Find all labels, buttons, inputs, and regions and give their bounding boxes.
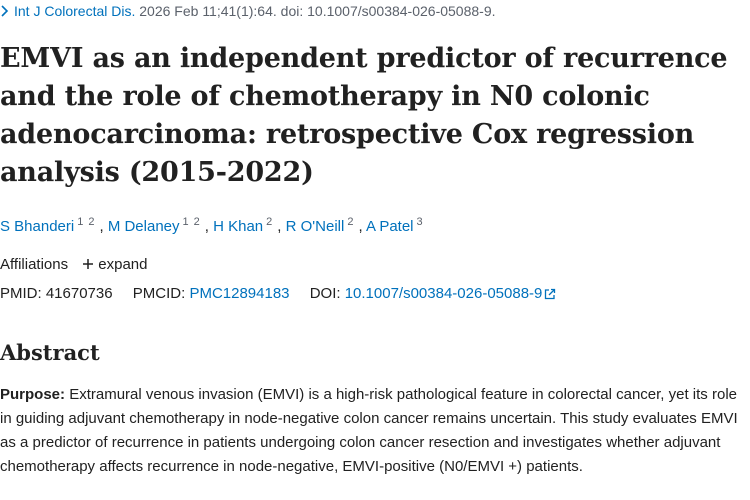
article-title: EMVI as an independent predictor of recu… bbox=[0, 43, 728, 188]
citation: Int J Colorectal Dis. 2026 Feb 11;41(1):… bbox=[0, 3, 496, 19]
pmcid-link[interactable]: PMC12894183 bbox=[189, 285, 290, 302]
affiliation-number: 3 bbox=[416, 216, 423, 228]
author-separator: , bbox=[277, 218, 282, 235]
citation-details: 2026 Feb 11;41(1):64. doi: 10.1007/s0038… bbox=[139, 3, 496, 19]
author-affiliations: 2 bbox=[266, 216, 277, 228]
affiliations: Affiliations expand bbox=[0, 256, 147, 273]
author-name[interactable]: A Patel bbox=[365, 218, 414, 235]
purpose-label: Purpose: bbox=[0, 386, 66, 403]
affiliation-number: 1 bbox=[77, 216, 84, 228]
chevron-icon bbox=[1, 5, 9, 17]
plus-icon bbox=[83, 259, 94, 269]
pmcid-label: PMCID: bbox=[132, 285, 186, 302]
affiliation-number: 2 bbox=[266, 216, 273, 228]
external-link-icon bbox=[545, 288, 556, 300]
doi-label: DOI: bbox=[309, 285, 341, 302]
expand-button[interactable]: expand bbox=[82, 256, 147, 273]
author-separator: , bbox=[204, 218, 209, 235]
identifiers: PMID: 41670736 PMCID: PMC12894183 DOI: 1… bbox=[0, 285, 556, 302]
author-name[interactable]: R O'Neill bbox=[285, 218, 345, 235]
author-affiliations: 2 bbox=[347, 216, 358, 228]
affiliation-number: 2 bbox=[88, 216, 95, 228]
pmid-label: PMID: bbox=[0, 285, 42, 302]
affiliation-number: 2 bbox=[347, 216, 354, 228]
author-name[interactable]: H Khan bbox=[213, 218, 264, 235]
purpose-text: Extramural venous invasion (EMVI) is a h… bbox=[0, 386, 738, 475]
author-name[interactable]: S Bhanderi bbox=[0, 218, 75, 235]
author-name[interactable]: M Delaney bbox=[107, 218, 180, 235]
abstract-heading: Abstract bbox=[0, 340, 100, 365]
journal: Int J Colorectal Dis. bbox=[14, 3, 136, 19]
author-separator: , bbox=[99, 218, 104, 235]
expand-label: expand bbox=[98, 256, 148, 273]
affiliations-label: Affiliations bbox=[0, 256, 69, 273]
doi: 10.1007/s00384-026-05088-9 bbox=[344, 285, 543, 302]
author-affiliations: 3 bbox=[417, 216, 428, 228]
doi-link[interactable]: 10.1007/s00384-026-05088-9 bbox=[345, 285, 557, 302]
affiliation-number: 2 bbox=[193, 216, 200, 228]
pmid: 41670736 bbox=[45, 285, 113, 302]
authors: S Bhanderi 1 2, M Delaney 1 2, H Khan 2, R O'… bbox=[0, 216, 428, 235]
abstract-purpose: Purpose: Extramural venous invasion (EMV… bbox=[0, 383, 742, 479]
author-separator: , bbox=[358, 218, 363, 235]
journal-link[interactable]: Int J Colorectal Dis. bbox=[0, 3, 135, 19]
affiliation-number: 1 bbox=[182, 216, 189, 228]
